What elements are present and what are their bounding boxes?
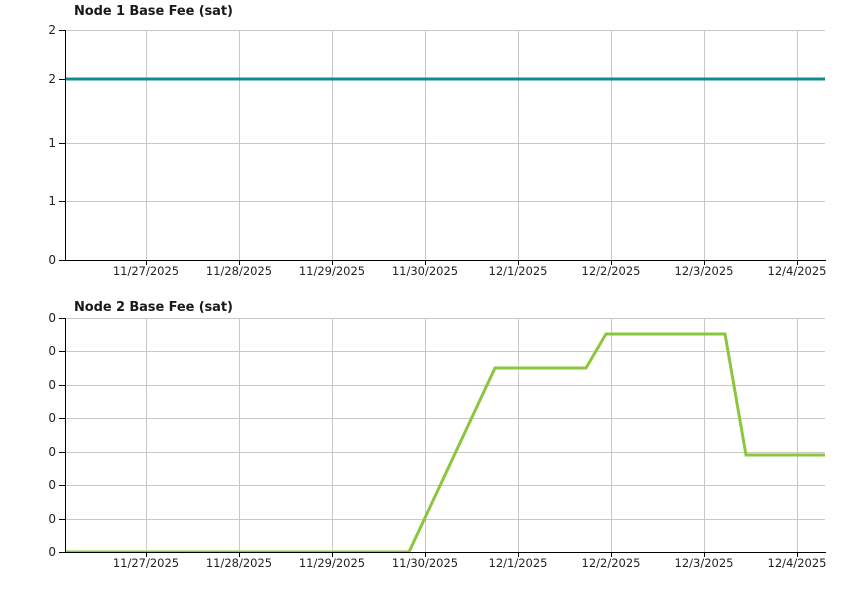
page-title: Node 1 Base Fee (sat)	[74, 4, 233, 19]
x-axis-label: 12/3/2025	[674, 556, 734, 570]
x-axis-tick	[704, 260, 705, 265]
y-axis-tick	[59, 418, 65, 419]
y-axis-tick	[59, 260, 65, 261]
x-axis-tick	[518, 552, 519, 557]
y-axis-line	[65, 30, 66, 261]
x-axis-label: 11/29/2025	[298, 264, 366, 278]
gridline-horizontal	[65, 318, 825, 319]
y-axis-label: 0	[48, 445, 56, 459]
x-axis-label: 11/29/2025	[298, 556, 366, 570]
y-axis-label: 1	[48, 136, 56, 150]
x-axis-tick	[425, 260, 426, 265]
plot-area-node-2	[65, 318, 825, 552]
y-axis-tick	[59, 201, 65, 202]
y-axis-tick	[59, 143, 65, 144]
y-axis-label: 0	[48, 344, 56, 358]
x-axis-label: 11/27/2025	[112, 556, 180, 570]
x-axis-label: 12/1/2025	[488, 264, 548, 278]
gridline-horizontal	[65, 485, 825, 486]
y-axis-tick	[59, 552, 65, 553]
x-axis-tick	[704, 552, 705, 557]
gridline-vertical	[704, 30, 705, 260]
y-axis-tick	[59, 385, 65, 386]
plot-area-node-1	[65, 30, 825, 260]
y-axis-label: 0	[48, 378, 56, 392]
x-axis-tick	[239, 552, 240, 557]
x-axis-tick	[239, 260, 240, 265]
x-axis-label: 11/30/2025	[391, 264, 459, 278]
x-axis-tick	[146, 552, 147, 557]
y-axis-tick	[59, 318, 65, 319]
y-axis-label: 0	[48, 478, 56, 492]
y-axis-tick	[59, 351, 65, 352]
y-axis-tick	[59, 30, 65, 31]
x-axis-tick	[518, 260, 519, 265]
chart-panel-node-2: Node 2 Base Fee (sat) 0 0 0	[0, 292, 860, 600]
gridline-vertical	[425, 30, 426, 260]
y-axis-label: 0	[48, 411, 56, 425]
gridline-horizontal	[65, 418, 825, 419]
gridline-vertical	[611, 30, 612, 260]
y-axis-label: 2	[48, 72, 56, 86]
gridline-vertical	[518, 318, 519, 552]
y-axis-label: 0	[48, 253, 56, 267]
gridline-vertical	[797, 318, 798, 552]
x-axis-tick	[797, 552, 798, 557]
y-axis-tick	[59, 79, 65, 80]
gridline-vertical	[146, 318, 147, 552]
y-axis-label: 0	[48, 512, 56, 526]
x-axis-tick	[425, 552, 426, 557]
y-axis-tick	[59, 452, 65, 453]
x-axis-label: 11/27/2025	[112, 264, 180, 278]
y-axis-tick	[59, 485, 65, 486]
x-axis-label: 12/3/2025	[674, 264, 734, 278]
gridline-vertical	[332, 30, 333, 260]
x-axis-label: 12/2/2025	[581, 264, 641, 278]
chart-title-node-2: Node 2 Base Fee (sat)	[74, 300, 233, 315]
x-axis-label: 11/30/2025	[391, 556, 459, 570]
gridline-vertical	[332, 318, 333, 552]
gridline-vertical	[239, 30, 240, 260]
plot-background	[65, 318, 825, 552]
gridline-horizontal	[65, 30, 825, 31]
y-axis-tick	[59, 519, 65, 520]
gridline-vertical	[797, 30, 798, 260]
x-axis-label: 11/28/2025	[205, 264, 273, 278]
gridline-vertical	[518, 30, 519, 260]
chart-panel-node-1: Node 1 Base Fee (sat) 2 2 1 1 0	[0, 0, 860, 292]
x-axis-label: 12/4/2025	[767, 264, 827, 278]
y-axis-label: 2	[48, 23, 56, 37]
gridline-horizontal	[65, 385, 825, 386]
x-axis-line	[65, 260, 826, 261]
data-series-line-node-2	[65, 332, 825, 552]
data-series-line-node-1	[65, 77, 825, 81]
x-axis-label: 11/28/2025	[205, 556, 273, 570]
x-axis-tick	[611, 260, 612, 265]
x-axis-tick	[797, 260, 798, 265]
gridline-vertical	[611, 318, 612, 552]
x-axis-line	[65, 552, 826, 553]
x-axis-label: 12/2/2025	[581, 556, 641, 570]
x-axis-label: 12/1/2025	[488, 556, 548, 570]
y-axis-label: 0	[48, 311, 56, 325]
gridline-vertical	[239, 318, 240, 552]
gridline-vertical	[146, 30, 147, 260]
y-axis-label: 0	[48, 545, 56, 559]
y-axis-label: 1	[48, 194, 56, 208]
x-axis-tick	[332, 552, 333, 557]
x-axis-tick	[332, 260, 333, 265]
gridline-horizontal	[65, 201, 825, 202]
x-axis-label: 12/4/2025	[767, 556, 827, 570]
x-axis-tick	[611, 552, 612, 557]
gridline-vertical	[425, 318, 426, 552]
gridline-horizontal	[65, 143, 825, 144]
gridline-horizontal	[65, 351, 825, 352]
x-axis-tick	[146, 260, 147, 265]
gridline-horizontal	[65, 519, 825, 520]
gridline-vertical	[704, 318, 705, 552]
plot-background	[65, 30, 825, 260]
gridline-horizontal	[65, 452, 825, 453]
y-axis-line	[65, 318, 66, 553]
